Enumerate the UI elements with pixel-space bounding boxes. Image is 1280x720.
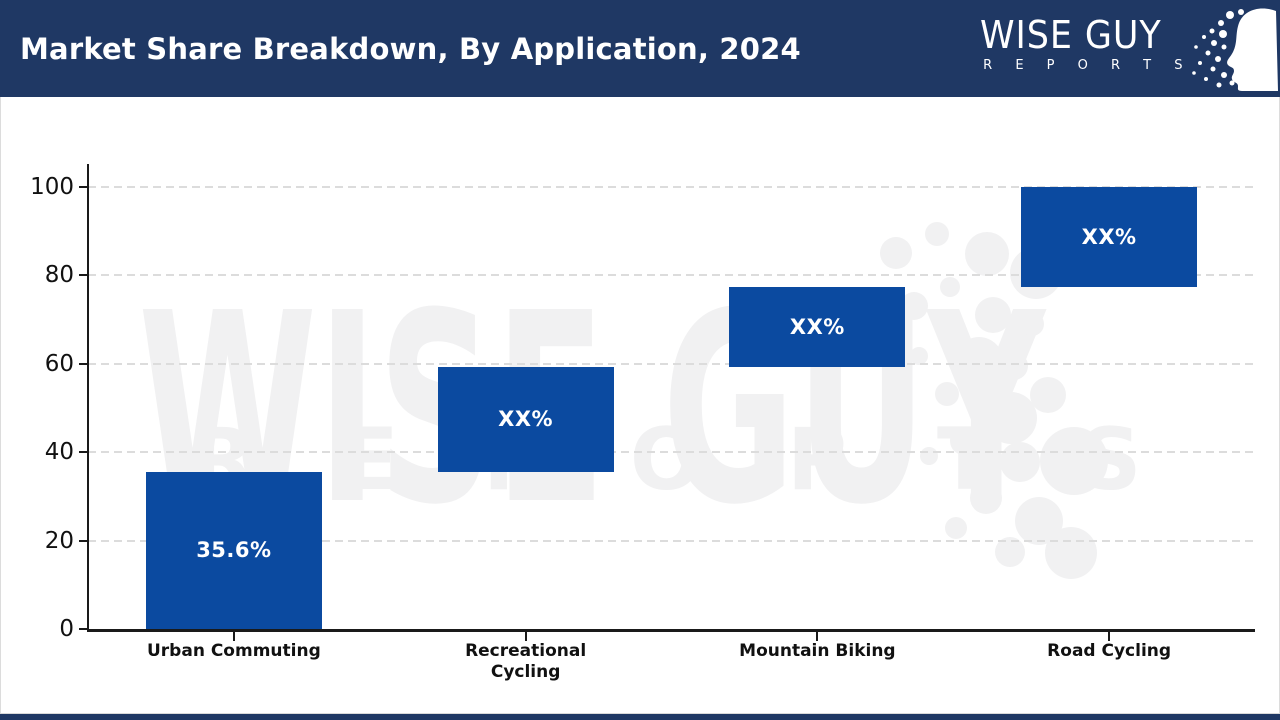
watermark-dot: [925, 222, 949, 246]
x-tick-label-road-cycling: Road Cycling: [1047, 641, 1172, 661]
gridline-80: [88, 274, 1255, 277]
gridline-20: [88, 539, 1255, 542]
x-tick-mark-4: [1108, 632, 1111, 641]
y-tick-label-60: 60: [44, 350, 74, 377]
watermark-dot: [970, 482, 1002, 514]
bar-value-label: 35.6%: [196, 538, 272, 563]
y-tick-mark-0: [79, 628, 88, 630]
bar-road-cycling: XX%: [1021, 187, 1198, 287]
y-tick-mark-100: [79, 186, 88, 188]
x-tick-mark-1: [232, 632, 235, 641]
y-tick-label-20: 20: [44, 527, 74, 554]
x-tick-label-recreational-cycling: Recreational Cycling: [465, 641, 587, 683]
watermark-dot: [935, 382, 959, 406]
watermark-dot: [920, 447, 938, 465]
gridline-100: [88, 186, 1255, 188]
watermark-dot: [1015, 497, 1063, 545]
watermark-dot: [965, 232, 1009, 276]
watermark-dot: [1040, 427, 1108, 495]
bar-urban-commuting: 35.6%: [145, 471, 322, 629]
page-title: Market Share Breakdown, By Application, …: [20, 31, 801, 66]
x-tick-label-mountain-biking: Mountain Biking: [739, 641, 896, 661]
bar-value-label: XX%: [789, 314, 845, 339]
watermark-text-line2: R E P O R T S: [190, 410, 1169, 510]
watermark-dot: [955, 337, 1003, 385]
logo-subtext: R E P O R T S: [983, 58, 1192, 73]
header-bar: Market Share Breakdown, By Application, …: [0, 0, 1280, 97]
watermark-dot: [1030, 377, 1066, 413]
watermark-dot: [1020, 312, 1044, 336]
y-tick-mark-20: [79, 539, 88, 542]
gridline-60: [88, 362, 1255, 365]
bar-value-label: XX%: [1081, 224, 1137, 249]
gridline-40: [88, 451, 1255, 454]
watermark-dot: [880, 237, 912, 269]
y-tick-label-40: 40: [44, 439, 74, 466]
footer-bar: [0, 713, 1280, 720]
watermark-dot: [1045, 527, 1097, 579]
x-tick-mark-2: [524, 632, 527, 641]
x-axis-spine: [87, 629, 1255, 632]
watermark-dot: [945, 517, 967, 539]
y-axis-spine: [87, 164, 89, 631]
bar-mountain-biking: XX%: [729, 286, 906, 367]
logo-wordmark: WISE GUY: [980, 13, 1162, 57]
bar-value-label: XX%: [498, 407, 554, 432]
watermark-dot: [940, 277, 960, 297]
watermark-dot: [1000, 442, 1040, 482]
x-tick-mark-3: [816, 632, 819, 641]
watermark-dot: [985, 392, 1037, 444]
y-tick-label-80: 80: [44, 262, 74, 289]
y-tick-mark-60: [79, 362, 88, 365]
bar-recreational-cycling: XX%: [437, 366, 614, 472]
watermark-dot: [1000, 352, 1028, 380]
watermark-dot: [975, 297, 1011, 333]
y-tick-label-0: 0: [59, 616, 74, 642]
y-tick-mark-40: [79, 451, 88, 454]
x-tick-label-urban-commuting: Urban Commuting: [146, 641, 321, 661]
y-tick-mark-80: [79, 274, 88, 277]
wiseguy-logo: WISE GUY R E P O R T S: [980, 16, 1192, 72]
logo-face-icon: [1192, 8, 1278, 91]
y-tick-label-100: 100: [30, 174, 74, 200]
